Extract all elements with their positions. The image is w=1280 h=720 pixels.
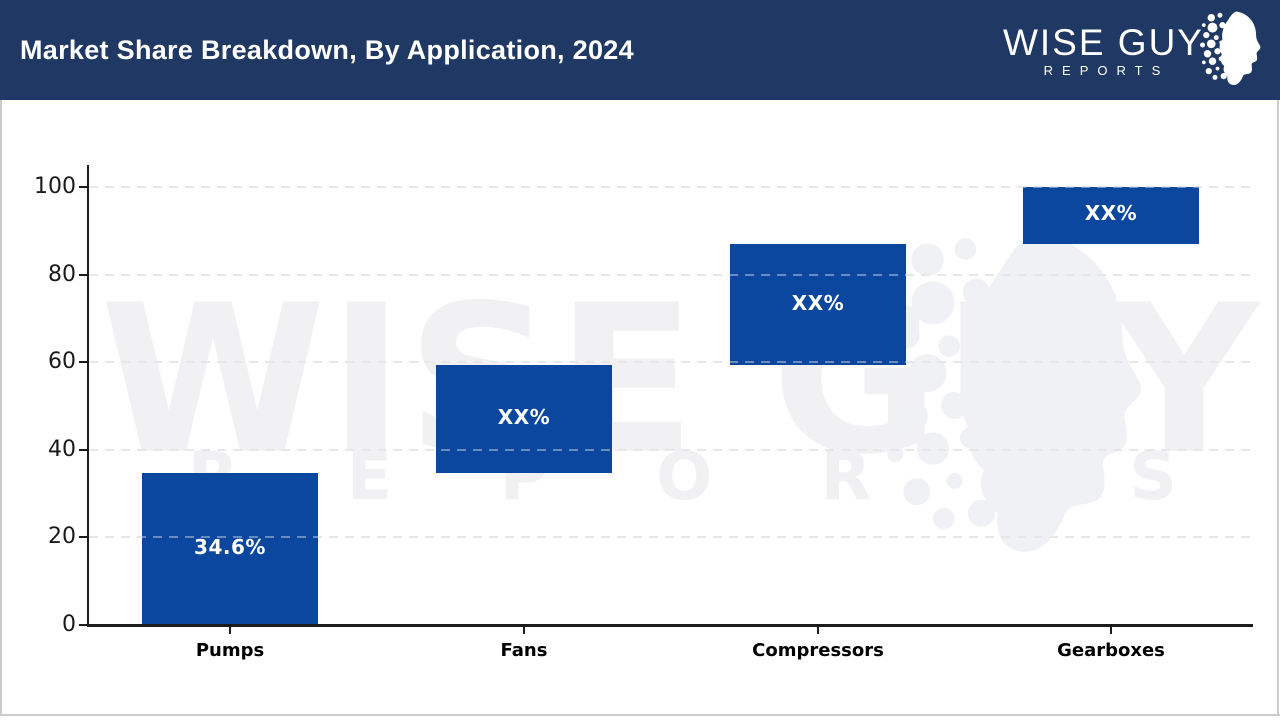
x-tick-mark [1110,627,1112,634]
brand-name: WISE GUY [1002,21,1204,63]
y-tick-mark [79,624,88,626]
bottom-rule [0,714,1280,716]
x-category-label: Pumps [195,640,265,661]
gridline [89,186,1253,188]
y-tick-label: 0 [62,612,76,637]
left-rule [0,100,2,716]
bar-value-label: 34.6% [194,535,266,560]
bar-value-label: XX% [791,290,845,315]
bar-gearboxes [1023,187,1199,244]
x-tick-mark [523,627,525,634]
gridline [89,273,1253,276]
x-tick-mark [229,627,231,634]
x-category-label: Compressors [752,640,884,661]
brand-logo: WISE GUY REPORTS [1003,6,1268,94]
bar-fans [436,365,612,474]
gridline [89,536,1253,539]
page-title: Market Share Breakdown, By Application, … [20,34,634,65]
y-axis-line [87,165,89,627]
y-tick-mark [79,186,88,188]
y-tick-label: 40 [48,436,76,462]
gridline-overlay [89,536,1253,539]
gridline [89,448,1253,451]
bar-value-label: XX% [1084,201,1138,226]
y-tick-mark [79,536,88,539]
bar-pumps [142,473,318,625]
bar-compressors [730,243,906,366]
gridline-overlay [89,448,1253,451]
gridline [89,361,1253,364]
header-bar: Market Share Breakdown, By Application, … [0,0,1280,100]
y-tick-label: 60 [48,349,76,375]
x-category-label: Fans [500,640,548,661]
gridline-overlay [89,273,1253,276]
y-tick-mark [79,361,88,364]
gridline-overlay [89,186,1253,188]
gridline-overlay [89,361,1253,364]
bar-value-label: XX% [497,405,551,430]
y-tick-mark [79,448,88,451]
brand-logo-text: WISE GUY REPORTS [1003,24,1204,77]
y-tick-label: 80 [48,261,76,287]
y-tick-label: 20 [48,524,76,550]
wise-guy-head-icon [1200,11,1261,85]
y-tick-label: 100 [34,174,76,199]
y-tick-mark [79,273,88,276]
x-category-label: Gearboxes [1057,640,1165,661]
x-axis-line [87,624,1253,627]
right-rule [1277,100,1279,716]
brand-subname: REPORTS [1043,62,1170,78]
x-tick-mark [817,627,819,634]
